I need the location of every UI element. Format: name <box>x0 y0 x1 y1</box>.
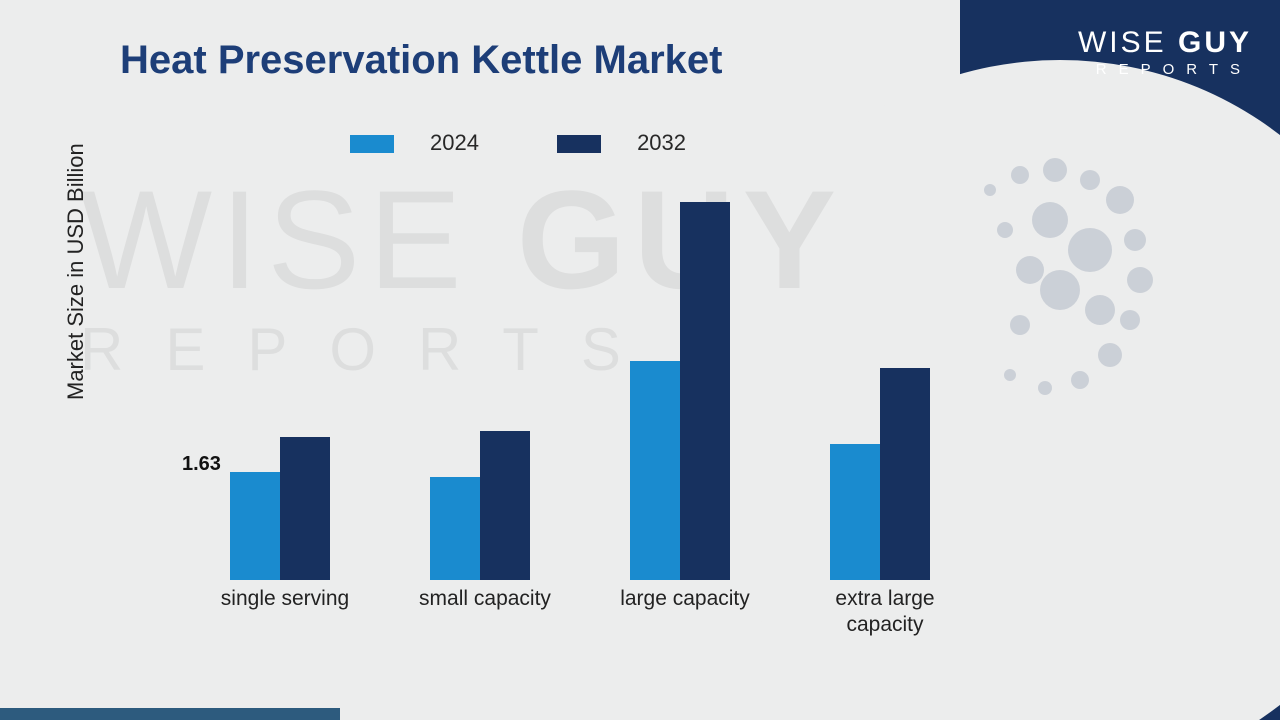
legend-label-2032: 2032 <box>637 130 686 156</box>
x-tick-label: small capacity <box>410 586 560 612</box>
brand-word-1: WISE <box>1078 26 1167 59</box>
bar-2032 <box>280 437 330 580</box>
data-callout: 1.63 <box>182 453 221 476</box>
bar-2024 <box>230 472 280 580</box>
brand-logo: WISE GUY REPORTS <box>1078 28 1252 77</box>
x-tick-label: single serving <box>210 586 360 612</box>
bottom-accent-bar <box>0 708 340 720</box>
legend-item-2024: 2024 <box>350 130 503 156</box>
legend-swatch-2032 <box>557 135 601 153</box>
plot-area: 1.63 <box>165 182 965 580</box>
legend-label-2024: 2024 <box>430 130 479 156</box>
bar-chart: 2024 2032 Market Size in USD Billion 1.6… <box>95 130 965 660</box>
bar-2024 <box>430 477 480 580</box>
x-tick-label: extra large capacity <box>810 586 960 639</box>
bar-2024 <box>830 444 880 580</box>
brand-word-2: GUY <box>1178 26 1252 59</box>
legend: 2024 2032 <box>95 130 965 156</box>
bar-2032 <box>680 202 730 580</box>
page-root: WISE GUY REPORTS WISE GUY REPORTS Heat P… <box>0 0 1280 720</box>
legend-swatch-2024 <box>350 135 394 153</box>
x-tick-label: large capacity <box>610 586 760 612</box>
bar-2024 <box>630 361 680 580</box>
bar-2032 <box>480 431 530 580</box>
legend-item-2032: 2032 <box>557 130 710 156</box>
y-axis-label: Market Size in USD Billion <box>63 143 89 400</box>
chart-title: Heat Preservation Kettle Market <box>120 38 722 83</box>
brand-subline: REPORTS <box>1078 62 1252 77</box>
bar-2032 <box>880 368 930 580</box>
